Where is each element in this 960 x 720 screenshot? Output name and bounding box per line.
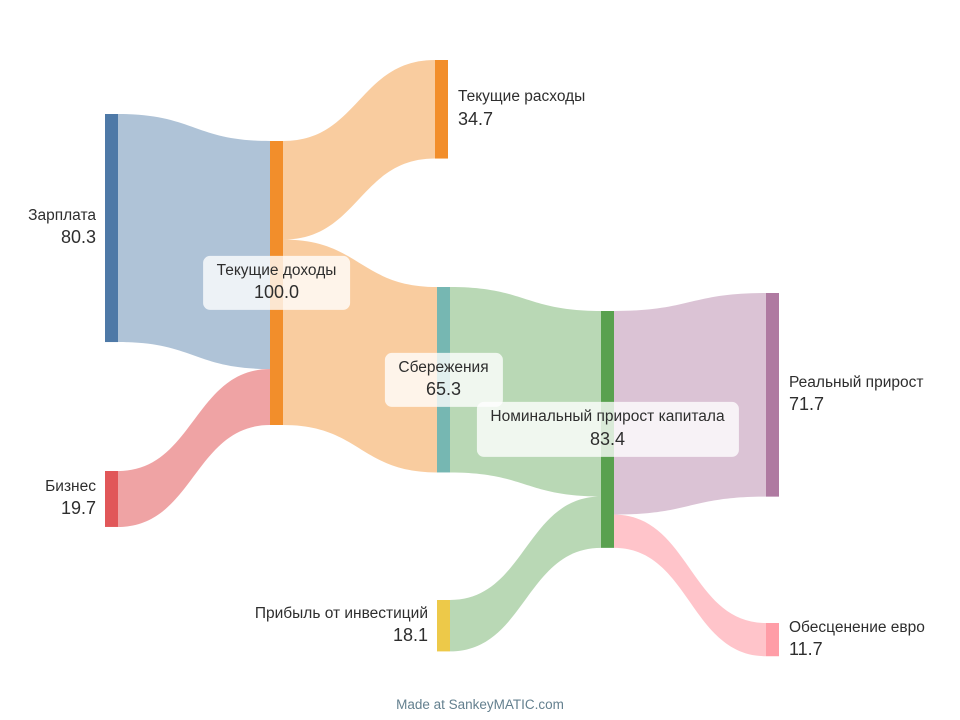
label-sberezheniya-name: Сбережения [398,358,489,376]
label-realny-value: 71.7 [789,394,825,415]
label-zarplata-value: 80.3 [60,227,96,248]
label-obestsenenie-value: 11.7 [789,638,823,659]
label-biznes-value: 19.7 [60,498,96,519]
label-obestsenenie-name: Обесценение евро [789,618,925,636]
label-pribyl-name: Прибыль от инвестиций [254,604,428,622]
sankeymatic-credit: Made at SankeyMATIC.com [396,697,564,712]
node-pribyl[interactable] [437,600,450,652]
node-obestsenenie[interactable] [766,623,779,657]
flow-tek_dohody-tek_rashody [283,60,435,240]
label-pribyl: Прибыль от инвестиций 18.1 [255,604,428,648]
label-zarplata: Зарплата 80.3 [28,206,96,250]
flow-zarplata-tek_dohody [118,114,270,370]
label-biznes: Бизнес 19.7 [45,477,96,521]
label-pribyl-value: 18.1 [392,625,428,646]
label-npk: Номинальный прирост капитала 83.4 [476,402,739,457]
label-tek_rashody-value: 34.7 [458,108,494,129]
label-tek_dohody: Текущие доходы 100.0 [202,255,351,311]
node-biznes[interactable] [105,471,118,527]
node-realny[interactable] [766,293,779,497]
label-tek_dohody-value: 100.0 [253,282,300,303]
label-biznes-name: Бизнес [45,477,96,495]
label-sberezheniya: Сбережения 65.3 [384,352,503,407]
label-sberezheniya-value: 65.3 [425,379,462,400]
node-zarplata[interactable] [105,114,118,343]
label-tek_rashody-name: Текущие расходы [458,88,586,106]
label-tek_dohody-name: Текущие доходы [216,261,337,279]
label-npk-value: 83.4 [589,428,626,449]
label-tek_rashody: Текущие расходы 34.7 [458,87,585,131]
label-obestsenenie: Обесценение евро 11.7 [789,618,925,662]
flow-npk-obestsenenie [614,514,766,657]
label-zarplata-name: Зарплата [28,206,96,224]
node-tek_rashody[interactable] [435,60,448,159]
flow-pribyl-npk [450,496,601,652]
label-npk-name: Номинальный прирост капитала [490,408,725,426]
flow-biznes-tek_dohody [118,369,270,527]
label-realny-name: Реальный прирост [789,373,924,391]
label-realny: Реальный прирост 71.7 [789,373,923,417]
